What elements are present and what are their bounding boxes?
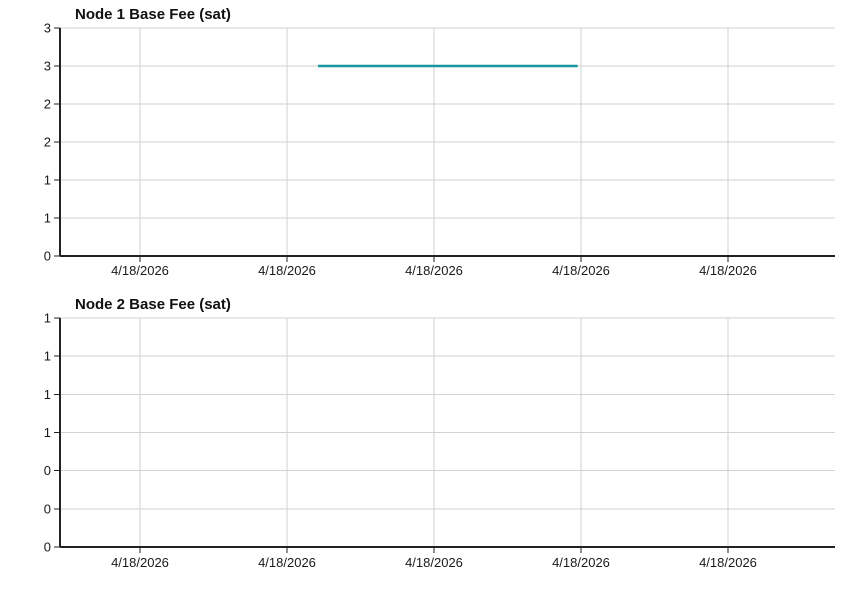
y-tick-label: 1	[44, 211, 51, 226]
y-tick-label: 3	[44, 21, 51, 36]
x-tick-label: 4/18/2026	[258, 555, 316, 570]
y-tick-label: 2	[44, 97, 51, 112]
y-tick-label: 0	[44, 463, 51, 478]
y-tick-label: 0	[44, 540, 51, 555]
x-tick-label: 4/18/2026	[258, 263, 316, 278]
x-tick-label: 4/18/2026	[111, 263, 169, 278]
x-tick-label: 4/18/2026	[699, 555, 757, 570]
x-tick-label: 4/18/2026	[405, 555, 463, 570]
y-tick-label: 1	[44, 173, 51, 188]
y-tick-label: 0	[44, 249, 51, 264]
node-1-chart-title: Node 1 Base Fee (sat)	[75, 6, 231, 23]
y-tick-label: 1	[44, 311, 51, 326]
x-tick-label: 4/18/2026	[405, 263, 463, 278]
x-tick-label: 4/18/2026	[552, 555, 610, 570]
y-tick-label: 2	[44, 135, 51, 150]
x-tick-label: 4/18/2026	[699, 263, 757, 278]
y-tick-label: 1	[44, 425, 51, 440]
x-tick-label: 4/18/2026	[111, 555, 169, 570]
chart-plot-area-2: 4/18/2026 4/18/2026 4/18/2026 4/18/2026 4/18…	[44, 311, 835, 570]
node-2-chart-title: Node 2 Base Fee (sat)	[75, 296, 231, 313]
y-tick-label: 1	[44, 387, 51, 402]
chart-plot-area-1: 4/18/2026 4/18/2026 4/18/2026 4/18/2026 4/18…	[44, 21, 835, 278]
x-tick-label: 4/18/2026	[552, 263, 610, 278]
y-tick-label: 1	[44, 349, 51, 364]
y-tick-label: 3	[44, 59, 51, 74]
y-tick-label: 0	[44, 501, 51, 516]
